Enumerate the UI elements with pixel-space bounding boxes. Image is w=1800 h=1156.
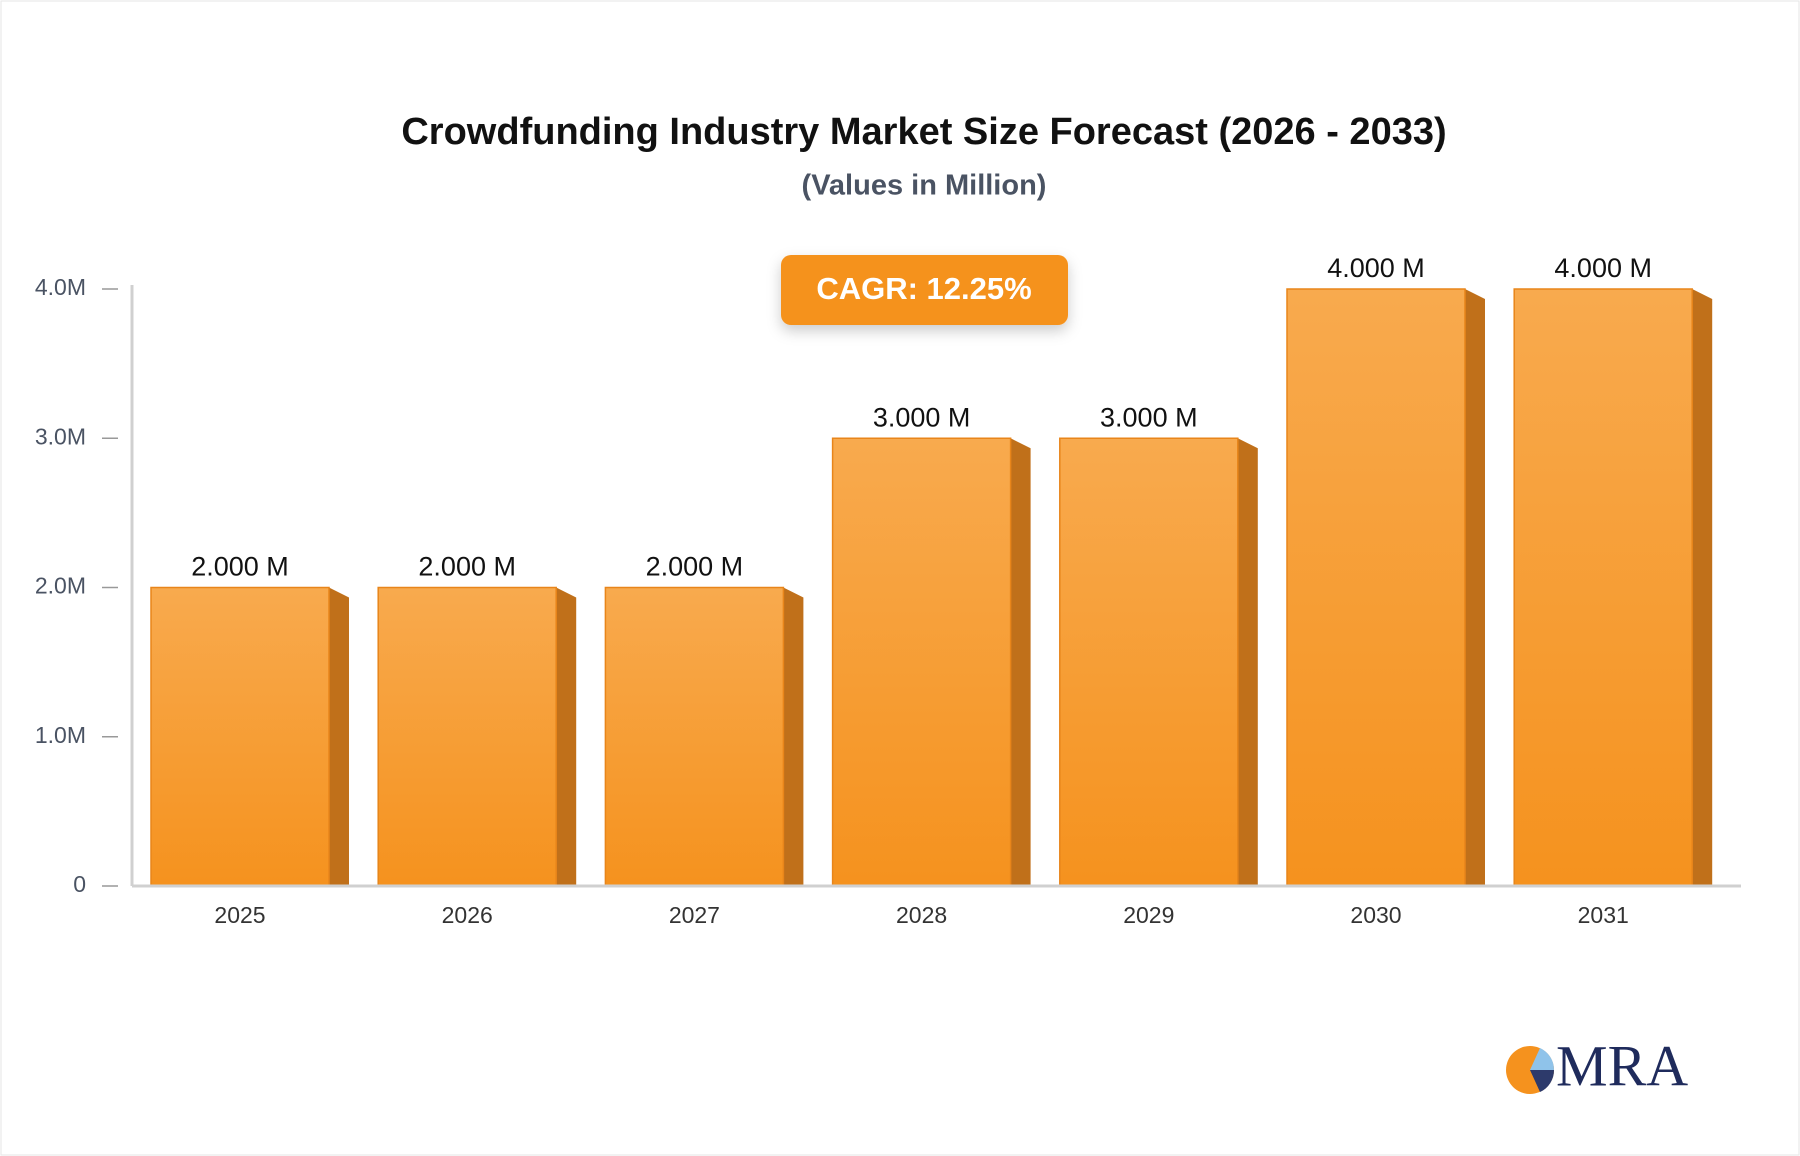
bar-side bbox=[1237, 438, 1258, 886]
bar bbox=[604, 586, 785, 887]
value-label: 3.000 M bbox=[873, 402, 971, 432]
bar-side bbox=[1692, 289, 1713, 886]
chart-title: Crowdfunding Industry Market Size Foreca… bbox=[401, 111, 1446, 153]
value-label: 2.000 M bbox=[191, 552, 289, 582]
y-tick-label: 1.0M bbox=[35, 722, 86, 748]
value-label: 4.000 M bbox=[1327, 253, 1425, 283]
logo-icon bbox=[1530, 1048, 1555, 1070]
x-tick-label: 2026 bbox=[442, 902, 493, 928]
logo-icon bbox=[1530, 1070, 1555, 1092]
logo: MRA bbox=[1506, 1033, 1688, 1098]
y-tick-label: 4.0M bbox=[35, 274, 86, 300]
bar-side bbox=[1465, 289, 1485, 886]
value-label: 2.000 M bbox=[418, 552, 516, 582]
bar bbox=[150, 586, 330, 887]
x-tick-label: 2031 bbox=[1578, 902, 1629, 928]
x-tick-label: 2030 bbox=[1350, 902, 1401, 928]
chart-subtitle: (Values in Million) bbox=[802, 170, 1047, 202]
value-label: 4.000 M bbox=[1554, 253, 1652, 283]
y-tick-label: 2.0M bbox=[35, 573, 86, 599]
x-tick-label: 2025 bbox=[214, 902, 265, 928]
y-tick-label: 3.0M bbox=[35, 423, 86, 449]
bar-side bbox=[329, 587, 349, 886]
value-label: 3.000 M bbox=[1100, 402, 1198, 432]
bar bbox=[1059, 437, 1239, 887]
bar bbox=[1286, 288, 1466, 887]
plot: 0 1.0M 2.0M 3.0M 4.0M 2025 2.000 M 2026 2.000 M 2… bbox=[35, 253, 1741, 928]
bar-side bbox=[556, 587, 577, 886]
value-label: 2.000 M bbox=[646, 552, 744, 582]
x-tick-label: 2029 bbox=[1123, 902, 1174, 928]
bar bbox=[831, 437, 1012, 887]
bar-side bbox=[1010, 438, 1031, 886]
bar bbox=[377, 586, 557, 887]
annotation: CAGR: 12.25% bbox=[816, 271, 1031, 306]
logo-text: MRA bbox=[1556, 1033, 1688, 1098]
y-tick-label: 0 bbox=[73, 871, 86, 897]
annotation-box bbox=[781, 255, 1068, 325]
x-tick-label: 2027 bbox=[669, 902, 720, 928]
bar bbox=[1513, 288, 1693, 887]
x-tick-label: 2028 bbox=[896, 902, 947, 928]
bar-side bbox=[783, 587, 804, 886]
